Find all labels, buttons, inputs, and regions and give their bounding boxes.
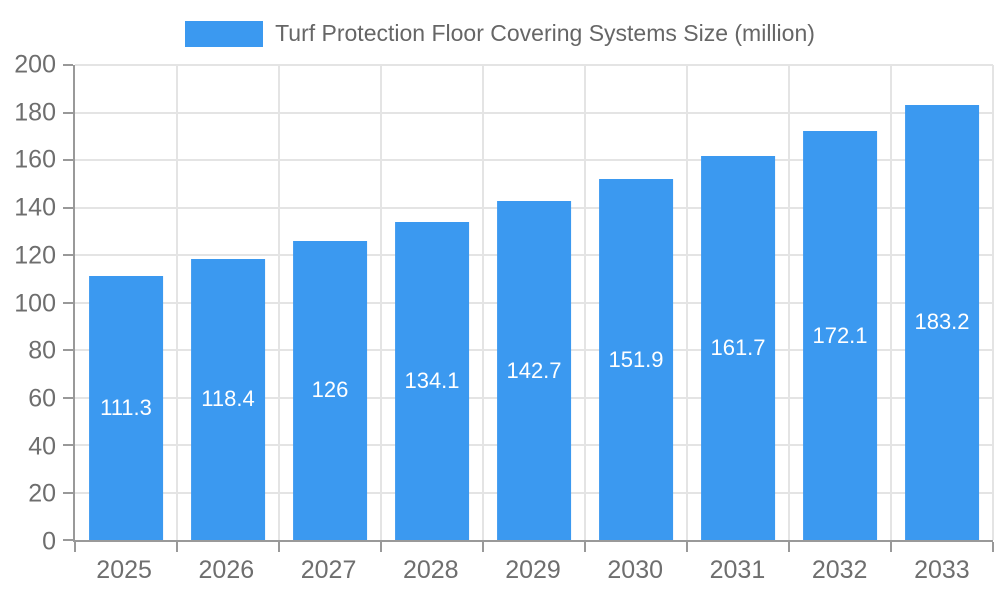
bar-value-label: 142.7 — [506, 357, 562, 383]
bar-value-label: 126 — [311, 377, 349, 403]
bar-2030[interactable]: 151.9 — [599, 179, 673, 540]
v-gridline — [788, 65, 790, 540]
bar-2032[interactable]: 172.1 — [803, 131, 877, 540]
bar-2029[interactable]: 142.7 — [497, 201, 571, 540]
y-tick — [63, 254, 73, 256]
bar-value-label: 118.4 — [201, 386, 255, 412]
bar-value-label: 134.1 — [404, 367, 460, 393]
y-axis-label: 100 — [14, 289, 56, 317]
v-gridline — [584, 65, 586, 540]
y-axis-label: 40 — [28, 432, 56, 461]
y-tick — [63, 444, 73, 446]
plot-area: 111.3 118.4 126 134.1 142.7 151.9 161.7 172.1 18… — [63, 64, 994, 552]
x-tick — [788, 542, 790, 552]
y-axis-label: 200 — [14, 50, 56, 79]
bar-2033[interactable]: 183.2 — [905, 104, 979, 540]
y-tick — [63, 159, 73, 161]
y-axis-label: 80 — [28, 336, 56, 365]
x-tick — [482, 542, 484, 552]
x-tick — [584, 542, 586, 552]
y-tick — [63, 349, 73, 351]
y-tick — [63, 206, 73, 209]
x-axis: 2025 2026 2027 2028 2029 2030 2031 2032 2033 — [73, 556, 993, 588]
v-gridline — [379, 65, 382, 540]
bar-value-label: 161.7 — [710, 334, 766, 360]
bar-2027[interactable]: 126 — [293, 240, 367, 540]
v-gridline — [992, 65, 994, 540]
x-axis-label: 2025 — [96, 556, 152, 584]
x-axis-label: 2029 — [505, 556, 561, 584]
y-tick — [63, 491, 73, 494]
y-tick — [63, 64, 73, 66]
bar-2026[interactable]: 118.4 — [191, 258, 265, 540]
x-axis-label: 2031 — [709, 556, 766, 584]
y-axis-label: 0 — [42, 527, 56, 556]
y-axis: 0 20 40 60 80 100 120 140 160 180 200 — [0, 51, 56, 556]
bar-2028[interactable]: 134.1 — [395, 221, 469, 540]
v-gridline — [482, 65, 484, 540]
x-axis-label: 2033 — [914, 556, 970, 584]
y-tick — [63, 111, 73, 114]
y-axis-label: 20 — [28, 479, 56, 508]
v-gridline — [176, 65, 178, 540]
legend-label: Turf Protection Floor Covering Systems S… — [275, 20, 815, 46]
v-gridline — [685, 65, 688, 540]
v-gridline — [278, 65, 280, 540]
y-axis-label: 60 — [28, 384, 56, 413]
y-tick — [63, 539, 73, 541]
y-axis-label: 120 — [14, 241, 56, 270]
v-gridline — [890, 65, 892, 540]
x-tick — [992, 542, 994, 552]
bar-2031[interactable]: 161.7 — [701, 155, 775, 540]
x-tick — [278, 542, 280, 552]
y-axis-label: 140 — [14, 193, 56, 222]
bar-value-label: 151.9 — [608, 346, 664, 372]
legend-swatch-icon — [185, 20, 264, 47]
x-tick — [685, 542, 688, 552]
h-gridline — [75, 111, 993, 114]
y-tick — [63, 301, 73, 304]
h-gridline — [75, 64, 993, 66]
x-tick — [379, 542, 382, 552]
x-axis-label: 2030 — [607, 556, 664, 584]
x-tick — [74, 542, 76, 552]
bar-value-label: 111.3 — [100, 394, 152, 420]
x-tick — [176, 542, 178, 552]
bar-value-label: 183.2 — [914, 309, 970, 335]
x-axis-label: 2028 — [402, 556, 459, 584]
x-axis-label: 2026 — [198, 556, 255, 584]
y-axis-label: 160 — [14, 145, 56, 174]
bar-value-label: 172.1 — [812, 322, 868, 348]
x-axis-label: 2032 — [811, 556, 868, 584]
x-tick — [890, 542, 892, 552]
bar-2025[interactable]: 111.3 — [89, 275, 163, 540]
y-axis-label: 180 — [14, 98, 56, 127]
h-gridline — [75, 159, 993, 161]
y-tick — [63, 396, 73, 399]
legend[interactable]: Turf Protection Floor Covering Systems S… — [0, 20, 1000, 47]
x-axis-label: 2027 — [300, 556, 357, 584]
